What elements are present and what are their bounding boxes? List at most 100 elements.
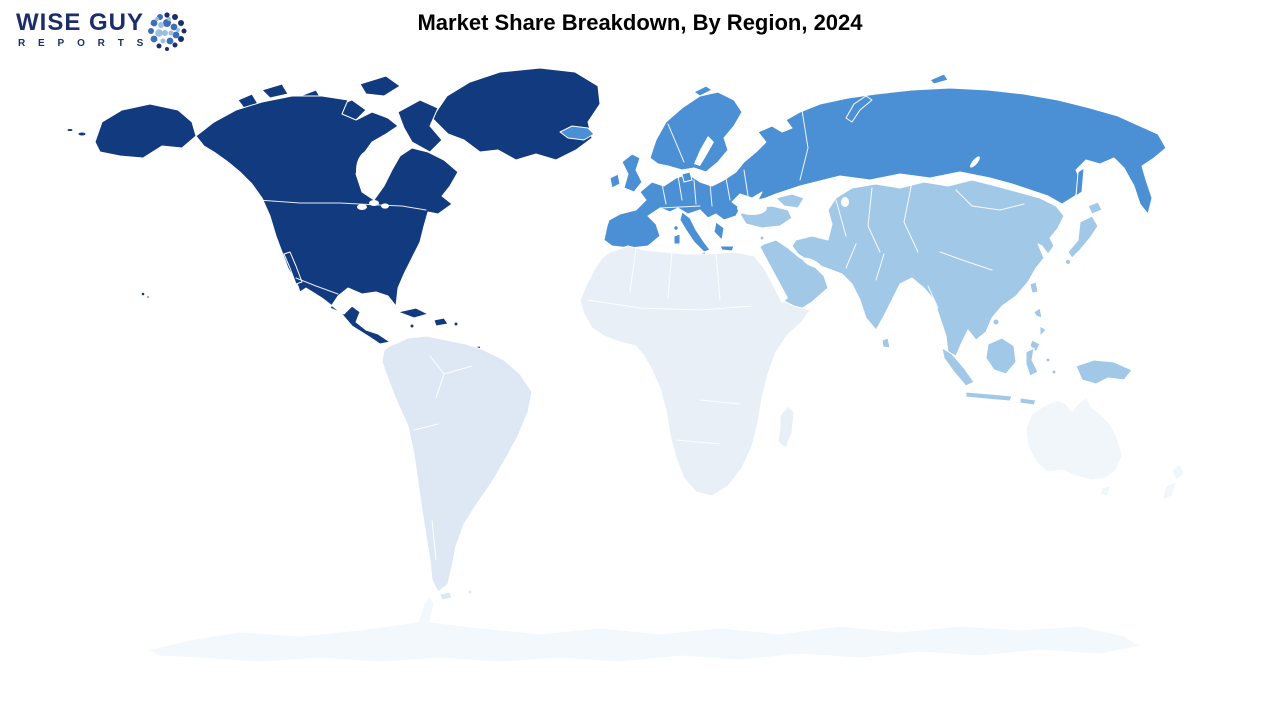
logo-dots-mid [148,14,180,45]
border-scandinavia [667,123,685,163]
logo-dots-dark [156,12,187,51]
black-sea [737,201,767,215]
aleutian-islands [66,128,74,132]
border-mongolia [955,189,1025,211]
region-south-america [381,335,533,601]
border-europe [743,169,749,197]
border-south-america [413,423,439,431]
border-europe [661,183,667,205]
wise-guy-reports-logo: WISE GUY R E P O R T S [16,10,191,58]
border-himalaya [939,251,993,271]
landmass-scandinavia [649,91,743,173]
water-overlays [356,136,980,303]
island-severnaya-zemlya [929,73,949,85]
border-south-america [431,519,437,561]
region-oceania [1025,397,1185,501]
island-baffin [397,99,443,153]
border-europe [725,177,731,201]
hudson-bay [356,150,384,190]
border-africa [587,299,753,311]
region-antarctica [147,595,1141,663]
island-hispaniola [433,317,449,327]
border-africa [629,247,637,293]
islands-falkland [467,589,473,595]
island-jamaica [409,323,415,329]
islands-philippines [1029,339,1041,353]
islands-lesser-sunda [1019,397,1037,406]
island-ellesmere [359,75,401,97]
border-africa [667,251,673,299]
great-lake [381,203,389,209]
island-novaya-zemlya [845,95,873,123]
island-sardinia [673,233,681,245]
island-honshu-japan [1067,215,1099,259]
border-us-canada [257,199,427,211]
island-crete [719,245,735,252]
landmass-europe-russia [603,87,1167,249]
landmass-north-america-mainland [195,95,459,345]
island-new-zealand-north [1171,463,1185,481]
islands-philippines [1033,307,1043,319]
border-asia [927,285,939,309]
gulf-of-bothnia [694,136,714,166]
island-corsica [673,225,679,231]
border-africa [699,399,741,405]
island-tierra-del-fuego [439,591,453,601]
peninsula-baja [283,251,303,285]
border-europe [659,205,701,209]
island-kyushu [1065,259,1071,265]
island-sri-lanka [881,337,891,349]
persian-gulf [802,257,822,269]
island-madagascar [777,405,795,449]
logo-subtitle: R E P O R T S [18,38,150,50]
island-borneo [985,337,1017,375]
country-borders [257,109,1025,561]
aleutian-islands [77,131,87,137]
island-sulawesi [1025,347,1039,377]
landmass-greenland [431,67,601,161]
border-africa [675,439,721,445]
landmass-africa [579,245,811,497]
border-asia [867,187,881,253]
islands-philippines [1039,325,1047,337]
landmass-australia [1025,397,1123,481]
logo-dots-light [155,17,181,44]
island-svalbard [693,85,713,97]
great-lake [357,204,367,210]
logo-wordmark: WISE GUY [16,9,145,36]
lake-baikal [970,156,980,168]
island-great-britain [621,153,643,193]
region-europe-russia [559,73,1167,261]
island-tasmania [1099,485,1111,497]
border-asia [835,199,847,237]
peninsula-greece [713,221,725,241]
border-africa [715,252,721,301]
country-denmark [681,171,693,183]
islands-hawaii [140,291,146,297]
island-sumatra [941,347,975,387]
landmass-asia-mainland [791,179,1065,357]
landmass-antarctica [147,595,1141,663]
border-asia [875,253,885,281]
red-sea [754,246,788,303]
arctic-island [261,83,289,99]
island-new-guinea [1075,359,1133,385]
landmass-alaska [94,103,197,159]
border-asia [845,243,857,269]
caspian-sea [807,194,825,234]
island-hokkaido [1087,201,1103,215]
island-sakhalin [1075,167,1085,197]
region-caucasus [775,193,805,209]
islands-moluccas [1045,357,1051,363]
island-new-zealand-south [1161,481,1177,501]
aral-sea [841,197,849,207]
island-cuba [397,307,429,319]
island-taiwan [1029,281,1039,294]
peninsula-italy [679,211,711,253]
island-iceland [559,125,595,141]
islands-moluccas [1051,369,1057,375]
region-north-america [66,67,601,361]
island-puerto-rico [453,321,459,327]
